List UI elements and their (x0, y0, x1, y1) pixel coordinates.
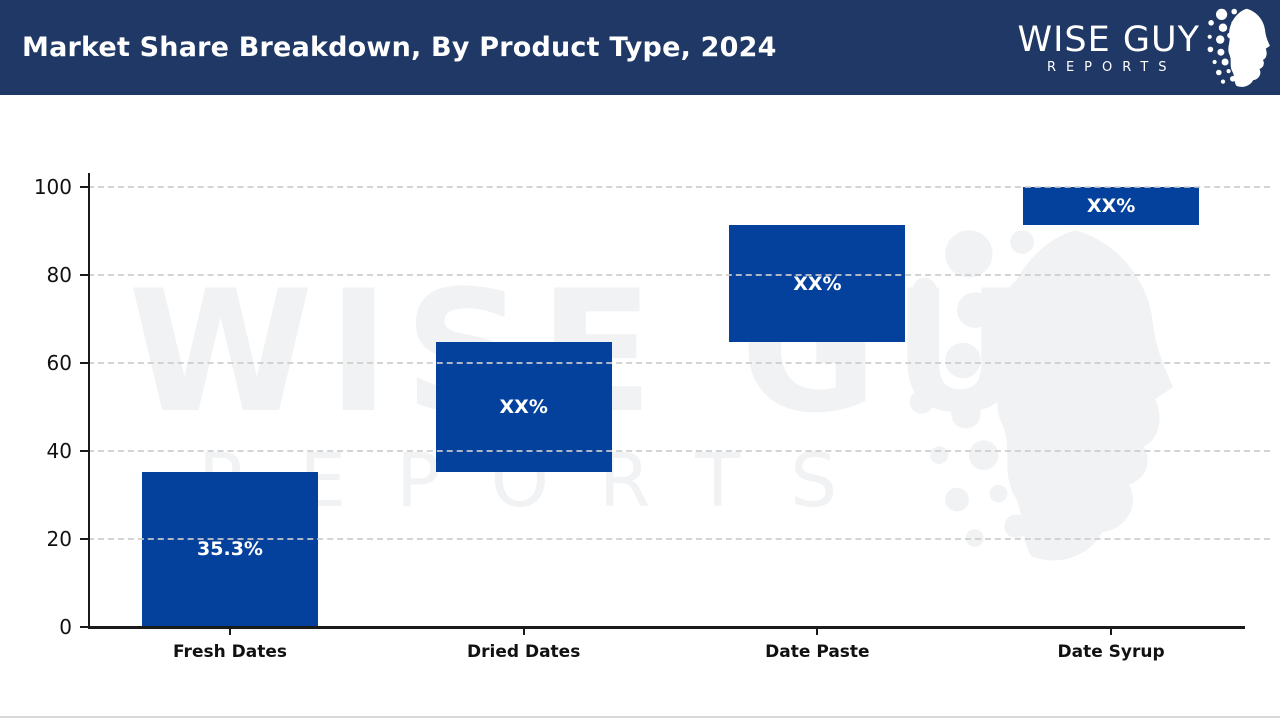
brand-name: WISE GUY (1017, 19, 1200, 60)
x-tick-mark (816, 627, 819, 635)
gridline (88, 186, 1270, 188)
y-tick-mark (80, 626, 88, 628)
gridline (88, 362, 1270, 364)
bar-date-syrup: XX% (1023, 187, 1200, 226)
header-bar: Market Share Breakdown, By Product Type,… (0, 0, 1280, 95)
x-tick-mark (522, 627, 525, 635)
y-tick-mark (80, 538, 88, 540)
chart: 0 20 40 60 80 100 35.3% Fresh Dates XX% Dried Dat… (0, 95, 1280, 720)
bar-label: XX% (499, 395, 548, 418)
page-title: Market Share Breakdown, By Product Type,… (22, 32, 777, 63)
gridline (88, 274, 1270, 276)
y-tick-mark (80, 450, 88, 452)
gridline (88, 538, 1270, 540)
y-tick-mark (80, 186, 88, 188)
y-axis-line (88, 173, 90, 629)
x-axis-label: Date Syrup (1057, 642, 1165, 662)
x-axis-label: Fresh Dates (173, 642, 287, 662)
y-tick-label: 60 (46, 351, 72, 375)
brand-logo: WISE GUY REPORTS (1017, 4, 1272, 92)
gridline (88, 450, 1270, 452)
x-axis-line (88, 626, 1245, 629)
y-tick-label: 20 (46, 527, 72, 551)
bottom-border (0, 716, 1280, 718)
bar-fresh-dates: 35.3% (142, 471, 318, 627)
y-tick-mark (80, 274, 88, 276)
x-tick-mark (229, 627, 231, 635)
watermark-face-icon (909, 230, 1174, 561)
bar-label: XX% (1086, 195, 1136, 218)
y-tick-label: 0 (59, 615, 72, 639)
bar-label: 35.3% (197, 538, 263, 561)
brand-sub: REPORTS (1046, 59, 1177, 75)
y-tick-label: 100 (33, 175, 72, 199)
y-tick-mark (80, 362, 88, 364)
bar-date-paste: XX% (729, 225, 906, 343)
bar-label: XX% (793, 272, 842, 295)
x-axis-label: Dried Dates (467, 642, 581, 662)
y-tick-label: 40 (46, 439, 72, 463)
brand-text: WISE GUY REPORTS (1017, 22, 1200, 75)
brand-face-icon (1207, 8, 1270, 87)
x-axis-label: Date Paste (765, 642, 870, 662)
x-tick-mark (1110, 627, 1113, 635)
y-tick-label: 80 (46, 263, 72, 287)
